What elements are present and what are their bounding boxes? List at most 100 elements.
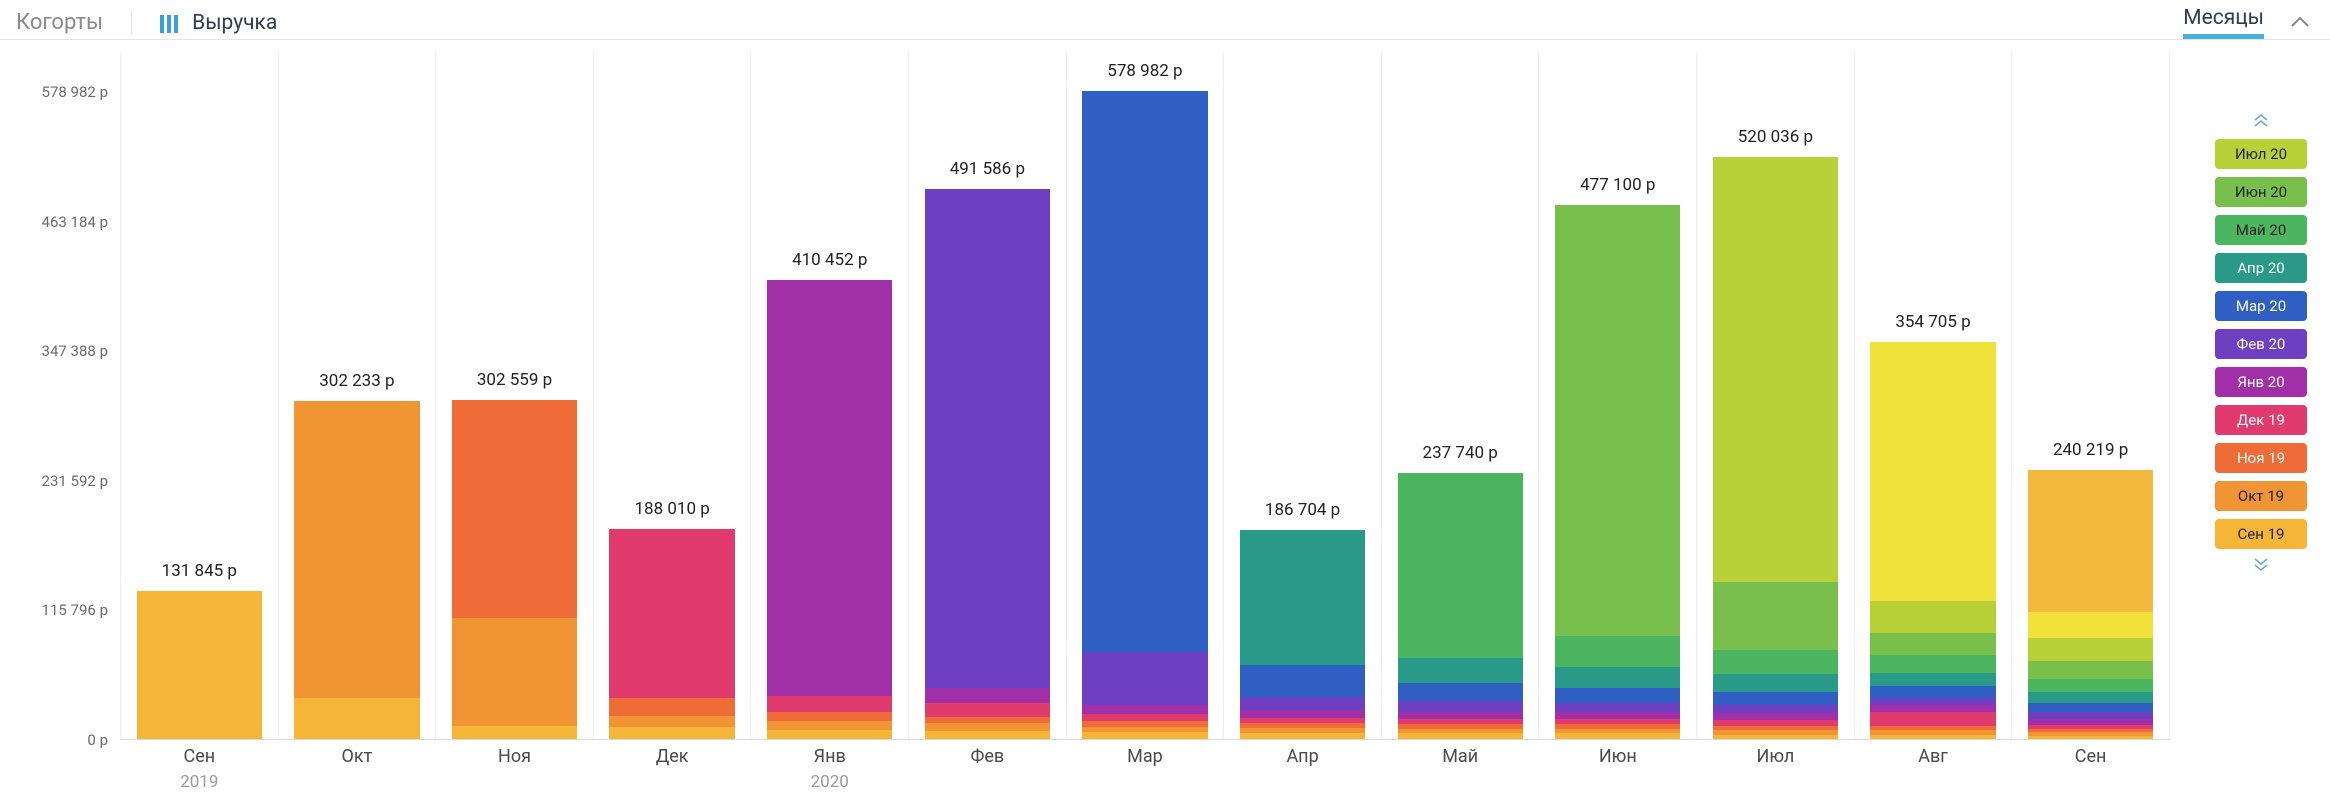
legend-item[interactable]: Мар 20 (2215, 291, 2307, 321)
bar-segment (1398, 683, 1523, 701)
x-axis-label: Июл (1697, 746, 1854, 767)
bar-segment (1398, 701, 1523, 712)
chart-column[interactable]: 410 452 рЯнв2020 (750, 52, 908, 739)
bar-segment (767, 280, 892, 697)
bar-total-label: 578 982 р (1107, 61, 1182, 81)
chart-column[interactable]: 302 233 рОкт (278, 52, 436, 739)
legend-scroll-up-icon[interactable] (2253, 114, 2269, 131)
legend-item[interactable]: Фев 20 (2215, 329, 2307, 359)
bar-segment (1870, 655, 1995, 673)
bar-segment (609, 529, 734, 698)
bar-segment (609, 727, 734, 739)
y-axis-tick: 115 796 р (42, 601, 108, 619)
bar-segment (1555, 703, 1680, 712)
bar-segment (925, 717, 1050, 724)
chart-column[interactable]: 491 586 рФев (908, 52, 1066, 739)
period-tab-months[interactable]: Месяцы (2183, 6, 2264, 39)
bar-segment (2028, 638, 2153, 660)
chart-column[interactable]: 240 219 рСен (2011, 52, 2170, 739)
bar-segment (2028, 703, 2153, 712)
legend-item[interactable]: Ноя 19 (2215, 443, 2307, 473)
bar-segment (1555, 667, 1680, 687)
x-axis-label: Янв (751, 746, 908, 767)
x-axis-label: Июн (1539, 746, 1696, 767)
header-left: Когорты Выручка (16, 10, 277, 35)
bar-segment (1713, 157, 1838, 582)
legend-item[interactable]: Июл 20 (2215, 139, 2307, 169)
bar-total-label: 410 452 р (792, 250, 867, 270)
chart-area: 0 р115 796 р231 592 р347 388 р463 184 р5… (0, 52, 2330, 811)
x-axis-label: Апр (1224, 746, 1381, 767)
bar-total-label: 188 010 р (634, 499, 709, 519)
chart-column[interactable]: 188 010 рДек (593, 52, 751, 739)
x-axis-label: Сен (121, 746, 278, 767)
x-axis-year-label: 2019 (121, 772, 278, 792)
legend-panel: Июл 20 Июн 20 Май 20 Апр 20 Мар 20 Фев 20 Янв … (2206, 114, 2316, 574)
bar-total-label: 520 036 р (1738, 127, 1813, 147)
legend-item[interactable]: Окт 19 (2215, 481, 2307, 511)
bar-segment (1398, 733, 1523, 739)
chart-column[interactable]: 131 845 рСен2019 (120, 52, 278, 739)
bar-segment (1082, 91, 1207, 652)
x-axis-label: Дек (594, 746, 751, 767)
bar-segment (2028, 661, 2153, 679)
bar-segment (1555, 688, 1680, 704)
chart-plot: 131 845 рСен2019302 233 рОкт302 559 рНоя… (120, 52, 2170, 740)
stacked-bar (1870, 342, 1995, 739)
bar-segment (1240, 710, 1365, 718)
legend-scroll-down-icon[interactable] (2253, 557, 2269, 574)
y-axis-tick: 578 982 р (42, 83, 108, 101)
metric-selector[interactable]: Выручка (160, 11, 277, 35)
bar-segment (1870, 673, 1995, 686)
bar-segment (1082, 705, 1207, 714)
bar-segment (925, 688, 1050, 704)
bar-segment (1713, 713, 1838, 720)
legend-item[interactable]: Дек 19 (2215, 405, 2307, 435)
bar-segment (2028, 692, 2153, 703)
chart-column[interactable]: 354 705 рАвг (1854, 52, 2012, 739)
bar-segment (137, 591, 262, 739)
bar-total-label: 131 845 р (162, 561, 237, 581)
stacked-bar (1555, 205, 1680, 739)
bar-segment (609, 716, 734, 727)
bar-segment (1240, 530, 1365, 665)
bar-total-label: 237 740 р (1423, 443, 1498, 463)
legend-item[interactable]: Сен 19 (2215, 519, 2307, 549)
bar-segment (1713, 692, 1838, 705)
bar-segment (1240, 697, 1365, 710)
stacked-bar (1713, 157, 1838, 739)
bar-segment (1870, 633, 1995, 655)
bar-segment (1870, 735, 1995, 739)
bar-segment (2028, 612, 2153, 639)
bar-segment (1082, 732, 1207, 739)
bar-segment (767, 721, 892, 730)
bar-segment (767, 712, 892, 721)
bar-segment (294, 698, 419, 739)
chart-column[interactable]: 477 100 рИюн (1538, 52, 1696, 739)
chart-column[interactable]: 302 559 рНоя (435, 52, 593, 739)
stacked-bar (925, 189, 1050, 739)
bar-segment (1398, 712, 1523, 719)
chart-column[interactable]: 237 740 рМай (1381, 52, 1539, 739)
chart-column[interactable]: 186 704 рАпр (1223, 52, 1381, 739)
legend-item[interactable]: Апр 20 (2215, 253, 2307, 283)
bar-segment (1713, 650, 1838, 675)
chart-column[interactable]: 578 982 рМар (1066, 52, 1224, 739)
stacked-bar (2028, 470, 2153, 739)
chart-column[interactable]: 520 036 рИюл (1696, 52, 1854, 739)
bar-segment (452, 726, 577, 739)
bar-chart-icon (160, 13, 178, 33)
bar-segment (452, 618, 577, 725)
y-axis-tick: 347 388 р (42, 342, 108, 360)
legend-item[interactable]: Янв 20 (2215, 367, 2307, 397)
collapse-icon[interactable] (2290, 12, 2310, 33)
bar-segment (1555, 636, 1680, 667)
bar-segment (294, 401, 419, 698)
x-axis-label: Мар (1067, 746, 1224, 767)
bar-segment (1713, 705, 1838, 713)
bar-segment (767, 696, 892, 712)
legend-item[interactable]: Май 20 (2215, 215, 2307, 245)
bar-total-label: 491 586 р (950, 159, 1025, 179)
legend-item[interactable]: Июн 20 (2215, 177, 2307, 207)
stacked-bar (767, 280, 892, 739)
